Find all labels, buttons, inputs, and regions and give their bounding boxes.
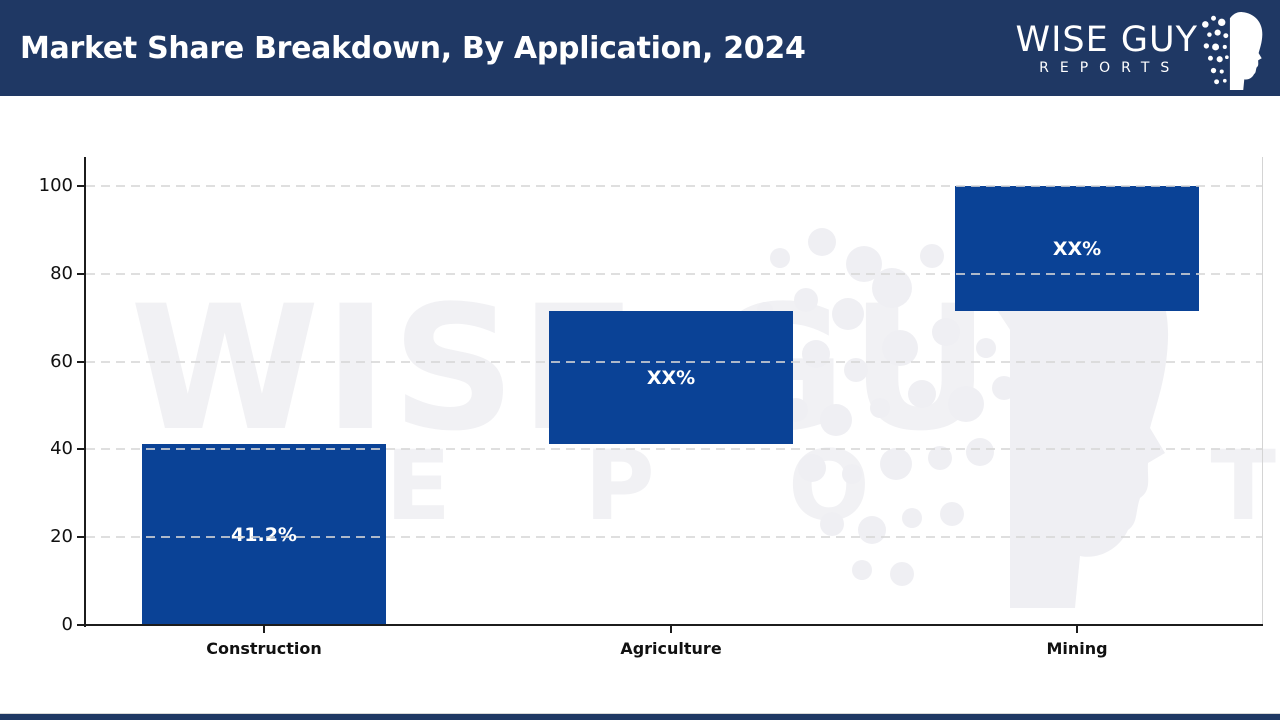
x-category-label: Agriculture — [620, 639, 722, 658]
y-tick-label: 0 — [61, 614, 73, 635]
y-tick-mark — [77, 272, 84, 275]
logo-wordmark-line1: WISE GUY — [1015, 20, 1198, 60]
x-tick-mark — [263, 626, 265, 633]
y-tick-mark — [77, 360, 84, 363]
x-category-label: Construction — [206, 639, 322, 658]
footer-bar — [0, 714, 1280, 720]
logo-wordmark-line2: REPORTS — [1039, 60, 1181, 76]
y-axis-line — [84, 157, 86, 627]
x-axis-line — [84, 624, 1263, 626]
y-tick-label: 40 — [50, 438, 73, 460]
bar-agriculture: XX% — [549, 311, 793, 445]
y-tick-mark — [77, 448, 84, 451]
x-tick-mark — [670, 626, 672, 633]
page-title: Market Share Breakdown, By Application, … — [20, 30, 806, 66]
x-tick-mark — [1076, 626, 1078, 633]
header-bar: Market Share Breakdown, By Application, … — [0, 0, 1280, 96]
x-category-label: Mining — [1046, 639, 1108, 658]
bar-value-label: 41.2% — [231, 523, 297, 546]
bar-construction: 41.2% — [142, 444, 386, 625]
right-spine-line — [1262, 157, 1263, 625]
y-tick-label: 60 — [50, 350, 73, 372]
bar-value-label: XX% — [1052, 237, 1102, 260]
gridline-20 — [86, 536, 1262, 539]
gridline-40 — [86, 448, 1262, 451]
y-tick-label: 20 — [50, 526, 73, 548]
footer-divider — [0, 713, 1280, 714]
gridline-60 — [86, 360, 1262, 363]
gridline-100 — [86, 185, 1262, 187]
y-tick-mark — [77, 536, 84, 539]
wiseguy-face-icon — [1202, 12, 1263, 90]
gridline-80 — [86, 272, 1262, 275]
y-tick-mark — [77, 624, 84, 626]
bar-value-label: XX% — [646, 366, 696, 389]
bar-mining: XX% — [955, 186, 1199, 312]
y-tick-label: 80 — [50, 262, 73, 284]
y-tick-label: 100 — [38, 175, 73, 196]
wiseguy-logo: WISE GUY REPORTS — [1015, 6, 1266, 92]
y-tick-mark — [77, 185, 84, 187]
logo-wordmark: WISE GUY REPORTS — [1015, 22, 1198, 76]
